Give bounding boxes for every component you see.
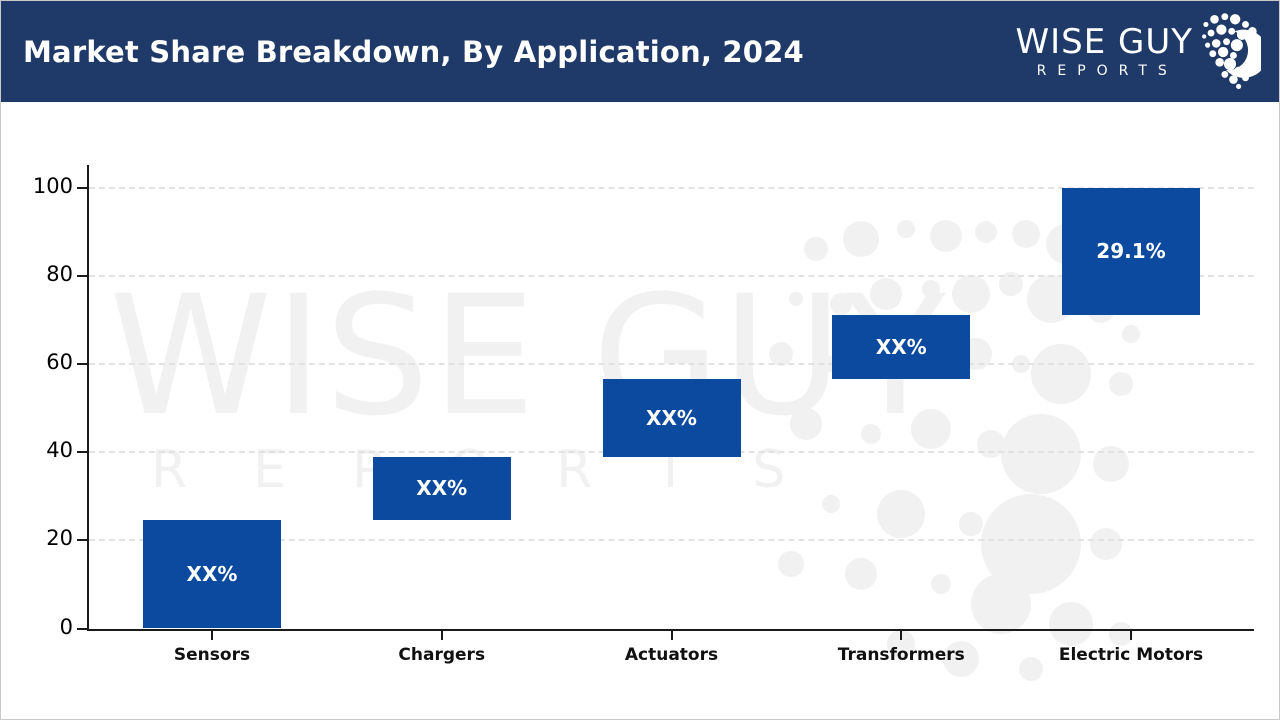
page-title: Market Share Breakdown, By Application, … (23, 34, 804, 69)
bar-value-label: XX% (186, 562, 238, 587)
x-tick-mark (211, 630, 213, 640)
y-tick-mark (77, 451, 89, 454)
y-tick-mark (77, 627, 89, 630)
x-tick-label: Electric Motors (1058, 644, 1204, 665)
x-tick-label: Actuators (624, 644, 719, 665)
y-tick-mark (77, 274, 89, 277)
logo-head-icon (1202, 12, 1261, 89)
header-bar: Market Share Breakdown, By Application, … (1, 1, 1279, 102)
bar: XX% (832, 315, 971, 380)
y-tick-label: 40 (46, 438, 73, 463)
bar: 29.1% (1062, 187, 1200, 316)
y-tick-mark (77, 539, 89, 542)
gridline (89, 274, 1254, 277)
x-tick-mark (900, 630, 903, 640)
logo-text: WISE GUY REPORTS (1015, 25, 1193, 78)
y-tick-label: 60 (46, 349, 73, 374)
x-tick-label: Sensors (173, 644, 251, 665)
logo-wordmark: WISE GUY (1015, 22, 1193, 62)
y-tick-label: 100 (32, 173, 73, 198)
watermark-head-icon (769, 220, 1140, 681)
bar: XX% (143, 520, 281, 629)
bar-value-label: XX% (646, 405, 697, 430)
x-tick-mark (1130, 630, 1132, 640)
x-tick-mark (440, 630, 443, 640)
bar-value-label: XX% (875, 335, 927, 360)
y-tick-label: 80 (46, 261, 73, 286)
y-tick-mark (77, 362, 89, 365)
x-tick-mark (670, 630, 673, 640)
gridline (89, 539, 1254, 542)
bar: XX% (602, 379, 741, 457)
x-axis-line (86, 628, 1254, 631)
bar: XX% (372, 456, 511, 521)
gridline (89, 186, 1254, 189)
y-axis-line (86, 165, 89, 631)
bar-value-label: 29.1% (1096, 239, 1166, 264)
x-tick-label: Transformers (837, 644, 965, 665)
x-tick-label: Chargers (398, 644, 486, 665)
gridline (89, 362, 1254, 365)
logo-subtitle: REPORTS (1036, 63, 1178, 79)
bar-value-label: XX% (416, 476, 468, 501)
wise-guy-logo: WISE GUY REPORTS (1015, 12, 1261, 92)
y-tick-mark (77, 186, 89, 189)
y-tick-label: 20 (46, 526, 73, 551)
y-tick-label: 0 (59, 614, 73, 639)
